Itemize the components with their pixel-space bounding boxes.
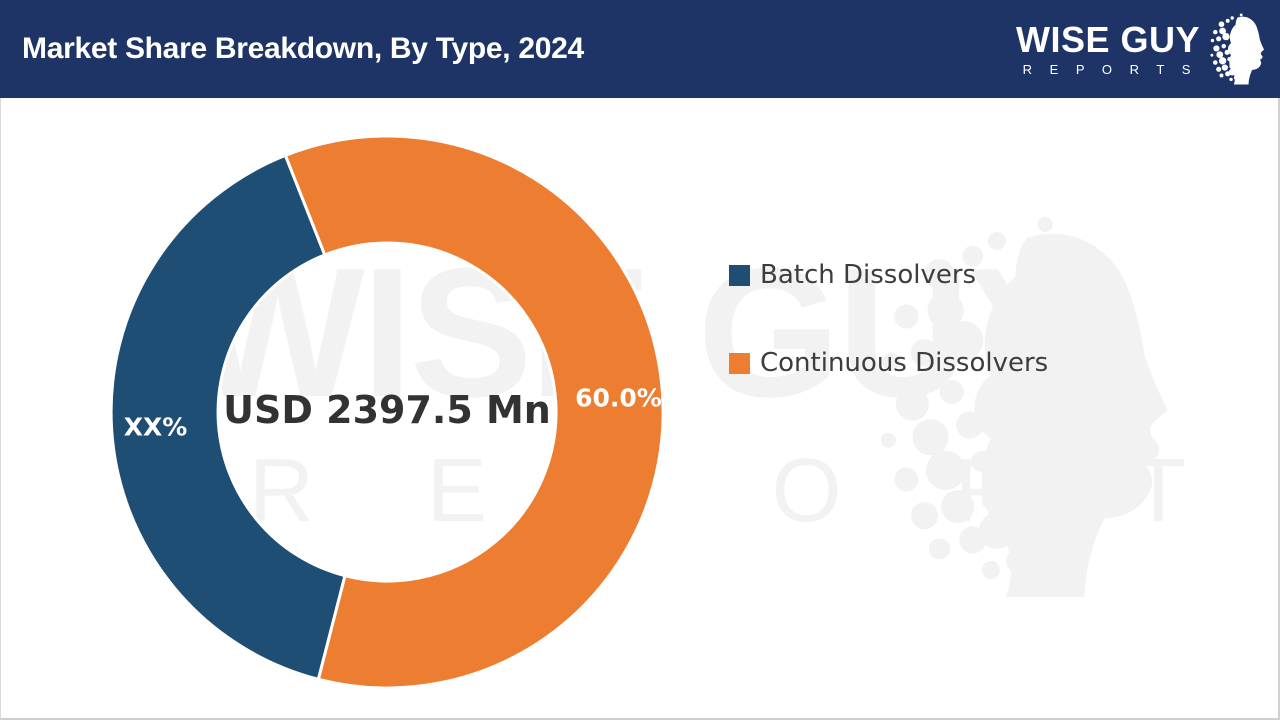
chart-area: WISE GUY R E P O R T S XX%60.0% USD 2397… [0,98,1280,720]
dotted-head-profile-icon [1204,11,1266,87]
legend-label: Continuous Dissolvers [760,348,1049,378]
chart-legend: Batch Dissolvers Continuous Dissolvers [729,260,1048,436]
segment-value-label: XX% [124,413,188,442]
legend-label: Batch Dissolvers [760,260,977,290]
logo-name: WISE GUY [1015,18,1200,60]
donut-segment-batch-dissolvers [109,153,347,682]
page-title: Market Share Breakdown, By Type, 2024 [22,32,584,65]
legend-item-continuous-dissolvers: Continuous Dissolvers [729,348,1048,378]
legend-swatch-blue [729,264,750,286]
legend-item-batch-dissolvers: Batch Dissolvers [729,260,1048,290]
wise-guy-reports-logo: WISE GUY R E P O R T S [1016,11,1266,87]
header-bar: Market Share Breakdown, By Type, 2024 WI… [0,0,1280,98]
donut-chart: XX% 60.0% [109,134,665,690]
donut-center-value: USD 2397.5 Mn [223,388,551,432]
segment-value-label: 60.0% [575,383,662,412]
legend-swatch-orange [729,352,750,374]
donut-segment-continuous-dissolvers [283,134,665,690]
logo-text: WISE GUY R E P O R T S [1015,18,1200,77]
logo-subtitle: R E P O R T S [1022,61,1198,77]
